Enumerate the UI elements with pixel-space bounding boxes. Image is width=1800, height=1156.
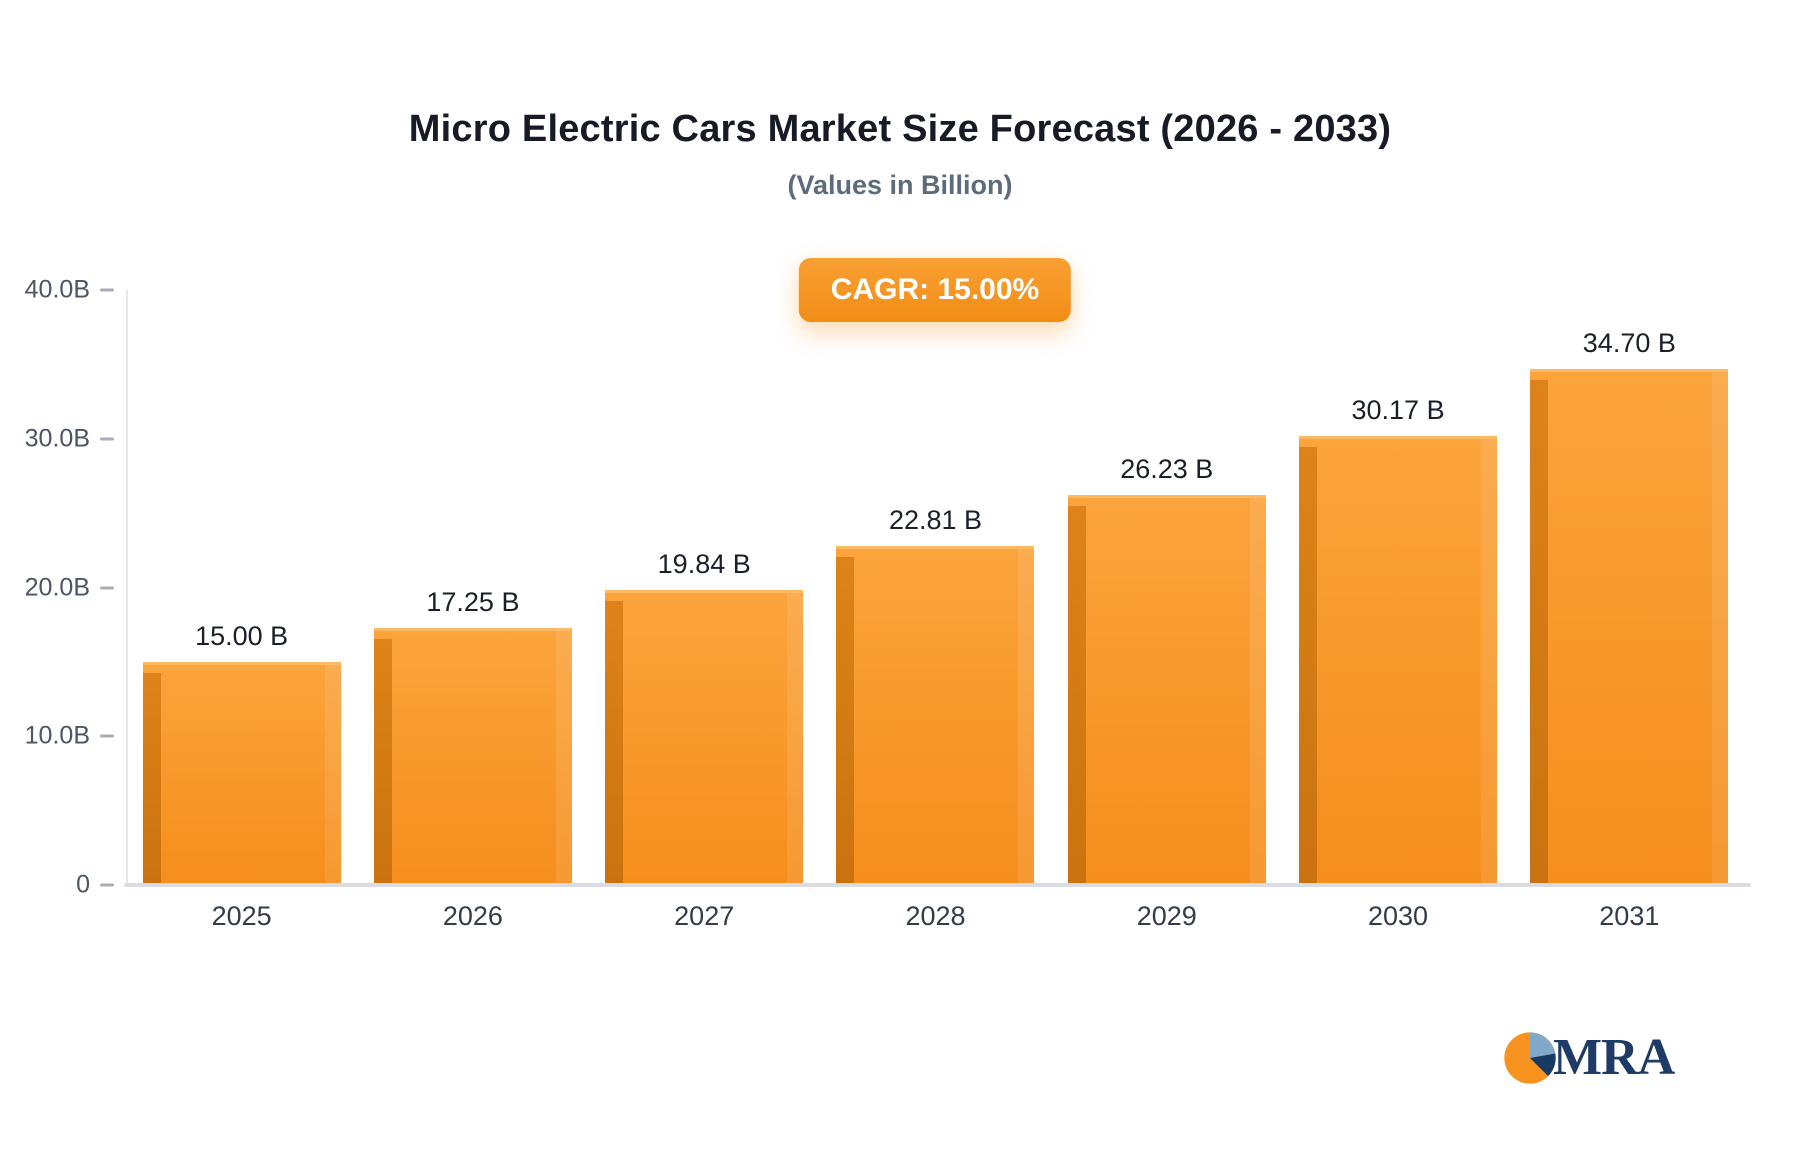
- y-axis-line: [126, 290, 128, 885]
- y-tick-20.0B: 20.0B: [25, 573, 114, 602]
- y-tick-0: 0: [76, 871, 114, 900]
- y-tick-label: 30.0B: [24, 424, 90, 453]
- bar-2029: [1067, 494, 1266, 886]
- x-axis-label-2029: 2029: [1136, 901, 1197, 931]
- chart-subtitle: (Values in Billion): [787, 170, 1013, 200]
- bar-2031: [1530, 368, 1729, 886]
- bar-value-label: 26.23 B: [1120, 453, 1214, 484]
- y-tick-label: 20.0B: [24, 573, 90, 601]
- bar-value-label: 34.70 B: [1582, 327, 1676, 358]
- y-tick-mark: [100, 288, 114, 292]
- cagr-badge: CAGR: 15.00%: [798, 258, 1072, 322]
- bars: 15.00 B 2025 17.25 B 2026 19.84 B 2027 22.81 B…: [126, 290, 1745, 931]
- y-tick-label: 0: [76, 870, 90, 899]
- plot-area: 40.0B 30.0B 20.0B 10.0B 0 15.00 B 2025 17.25 B…: [25, 276, 1751, 931]
- bar-2030: [1299, 436, 1498, 885]
- y-tick-mark: [100, 437, 114, 441]
- x-axis-label-2027: 2027: [674, 901, 735, 931]
- bar-group-2026: 17.25 B 2026: [357, 290, 588, 931]
- bar-value-label: 19.84 B: [657, 548, 751, 579]
- bar-group-2030: 30.17 B 2030: [1282, 290, 1513, 931]
- y-tick-30.0B: 30.0B: [25, 424, 114, 453]
- bar-group-2029: 26.23 B 2029: [1051, 290, 1282, 931]
- bar-group-2027: 19.84 B 2027: [589, 290, 820, 931]
- x-axis-label-2028: 2028: [905, 901, 966, 931]
- bar-value-label: 15.00 B: [195, 620, 289, 651]
- logo-text: MRA: [1553, 1029, 1675, 1086]
- y-tick-label: 10.0B: [24, 721, 90, 750]
- bar-2028: [836, 545, 1035, 886]
- y-tick-40.0B: 40.0B: [25, 276, 114, 305]
- bar-value-label: 30.17 B: [1351, 395, 1445, 426]
- pie-chart-logo-icon: [1504, 1031, 1556, 1084]
- bar-2027: [605, 589, 804, 886]
- bar-group-2025: 15.00 B 2025: [126, 290, 357, 931]
- chart-title: Micro Electric Cars Market Size Forecast…: [408, 108, 1392, 150]
- y-tick-mark: [100, 883, 114, 887]
- bar-2026: [373, 628, 572, 885]
- bar-value-label: 17.25 B: [426, 587, 520, 618]
- x-axis-label-2030: 2030: [1368, 901, 1429, 931]
- y-tick-label: 40.0B: [24, 275, 90, 304]
- x-axis-label-2031: 2031: [1599, 901, 1660, 931]
- mra-logo: MRA: [1502, 1028, 1675, 1087]
- bar-group-2031: 34.70 B 2031: [1514, 290, 1745, 931]
- y-tick-10.0B: 10.0B: [25, 722, 114, 751]
- y-axis-ticks: 40.0B 30.0B 20.0B 10.0B 0: [0, 276, 114, 899]
- x-axis-label-2026: 2026: [442, 901, 503, 931]
- y-tick-mark: [100, 734, 114, 738]
- bar-2025: [142, 661, 341, 886]
- bar-value-label: 22.81 B: [888, 504, 983, 535]
- x-axis-line: [124, 883, 1751, 887]
- bar-group-2028: 22.81 B 2028: [820, 290, 1051, 931]
- y-tick-mark: [100, 586, 114, 589]
- x-axis-label-2025: 2025: [211, 901, 272, 931]
